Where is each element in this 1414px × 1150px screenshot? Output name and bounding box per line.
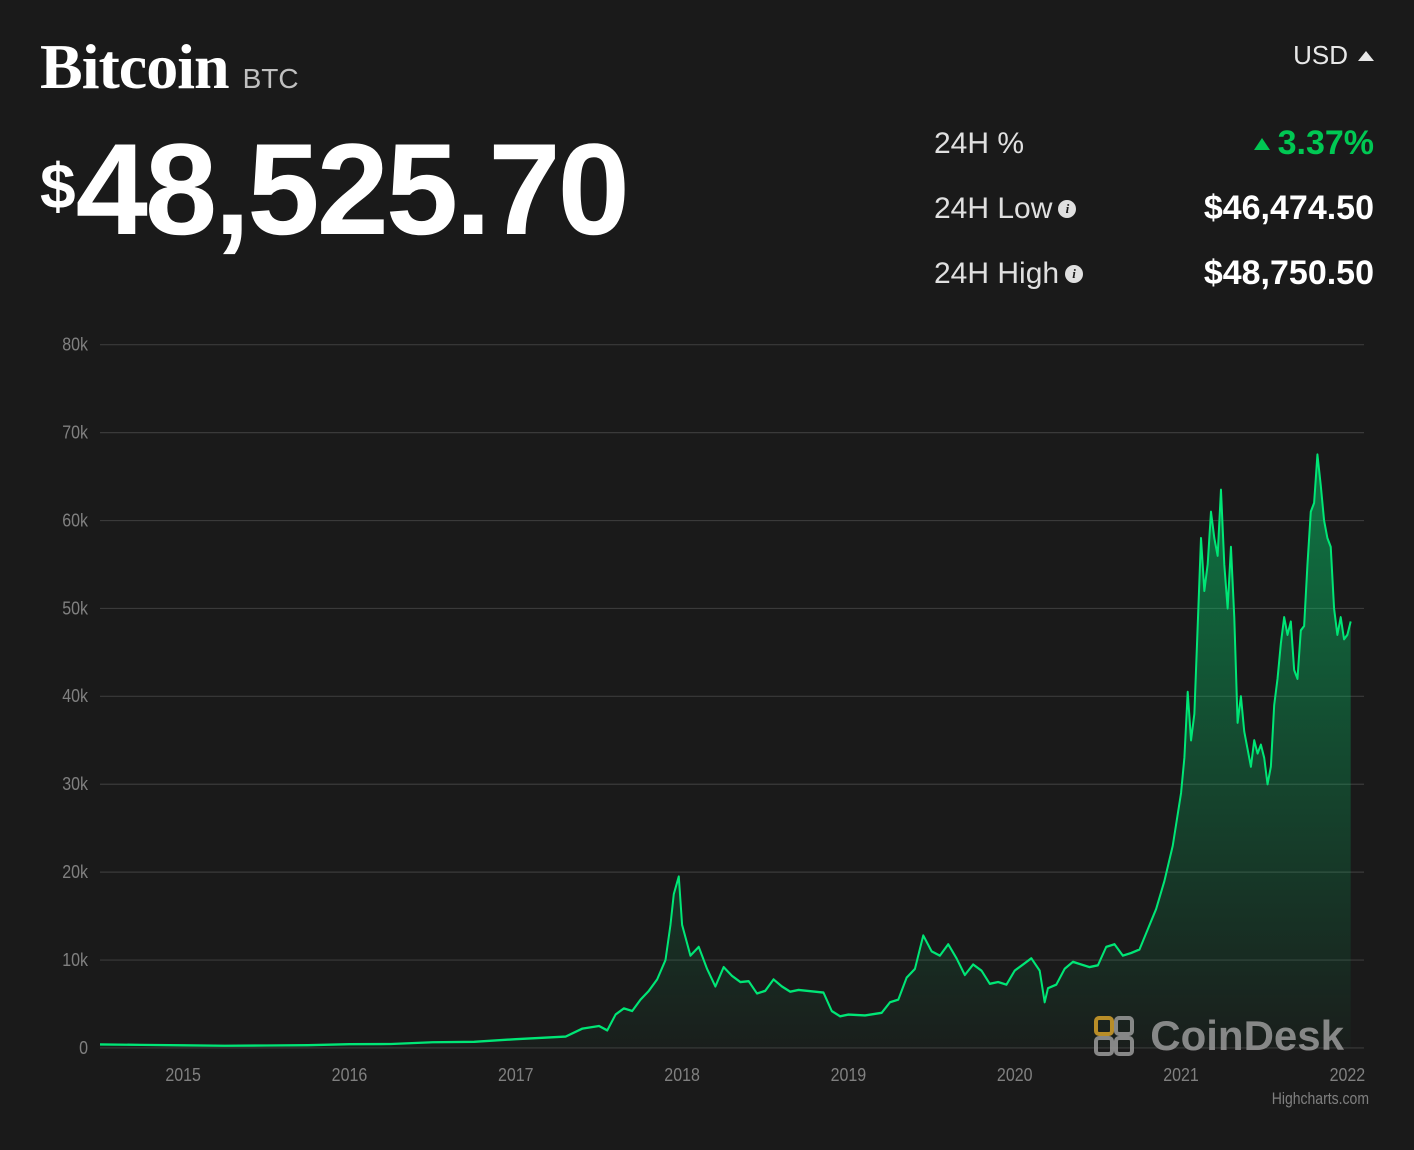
svg-text:Highcharts.com: Highcharts.com <box>1272 1090 1369 1108</box>
stat-24h-low: 24H Low i $46,474.50 <box>934 189 1374 228</box>
currency-symbol: $ <box>40 124 76 218</box>
watermark: CoinDesk <box>1090 1012 1344 1060</box>
stat-label: 24H % <box>934 127 1024 161</box>
header: Bitcoin BTC USD <box>40 30 1374 104</box>
svg-text:2019: 2019 <box>831 1064 867 1086</box>
price-chart-container: Bitcoin BTC USD $ 48,525.70 24H % 3.37% … <box>0 0 1414 1150</box>
info-icon[interactable]: i <box>1058 200 1076 218</box>
triangle-up-icon <box>1254 138 1270 150</box>
main-stats-row: $ 48,525.70 24H % 3.37% 24H Low i $46,47… <box>40 124 1374 293</box>
stat-value-high: $48,750.50 <box>1204 254 1374 293</box>
title-block: Bitcoin BTC <box>40 30 299 104</box>
price-chart-svg: 0 10k 20k 30k 40k 50k 60k 70k 80k 2015 2016 2017 201… <box>40 333 1374 1130</box>
stats-panel: 24H % 3.37% 24H Low i $46,474.50 24H Hig… <box>934 124 1374 293</box>
svg-text:2022: 2022 <box>1330 1064 1366 1086</box>
stat-value-change: 3.37% <box>1254 124 1374 163</box>
coindesk-icon <box>1090 1012 1138 1060</box>
svg-text:70k: 70k <box>62 421 88 443</box>
stat-24h-high: 24H High i $48,750.50 <box>934 254 1374 293</box>
svg-text:2020: 2020 <box>997 1064 1033 1086</box>
stat-label: 24H Low i <box>934 192 1076 226</box>
svg-text:40k: 40k <box>62 685 88 707</box>
svg-text:20k: 20k <box>62 861 88 883</box>
svg-text:0: 0 <box>79 1037 88 1059</box>
svg-text:2018: 2018 <box>664 1064 700 1086</box>
currency-selector[interactable]: USD <box>1293 30 1374 71</box>
svg-text:2015: 2015 <box>165 1064 201 1086</box>
svg-text:80k: 80k <box>62 333 88 355</box>
asset-name: Bitcoin <box>40 30 229 104</box>
currency-label: USD <box>1293 40 1348 71</box>
stat-label: 24H High i <box>934 257 1083 291</box>
info-icon[interactable]: i <box>1065 265 1083 283</box>
watermark-text: CoinDesk <box>1150 1012 1344 1060</box>
svg-text:2017: 2017 <box>498 1064 534 1086</box>
change-percent: 3.37% <box>1278 124 1374 163</box>
caret-up-icon <box>1358 51 1374 61</box>
svg-text:2021: 2021 <box>1163 1064 1199 1086</box>
current-price: $ 48,525.70 <box>40 124 627 254</box>
svg-text:30k: 30k <box>62 773 88 795</box>
svg-text:2016: 2016 <box>332 1064 368 1086</box>
price-value: 48,525.70 <box>76 124 627 254</box>
svg-text:10k: 10k <box>62 949 88 971</box>
asset-ticker: BTC <box>243 63 299 95</box>
svg-text:50k: 50k <box>62 597 88 619</box>
svg-text:60k: 60k <box>62 509 88 531</box>
stat-value-low: $46,474.50 <box>1204 189 1374 228</box>
chart-area[interactable]: 0 10k 20k 30k 40k 50k 60k 70k 80k 2015 2016 2017 201… <box>40 333 1374 1130</box>
stat-24h-change: 24H % 3.37% <box>934 124 1374 163</box>
